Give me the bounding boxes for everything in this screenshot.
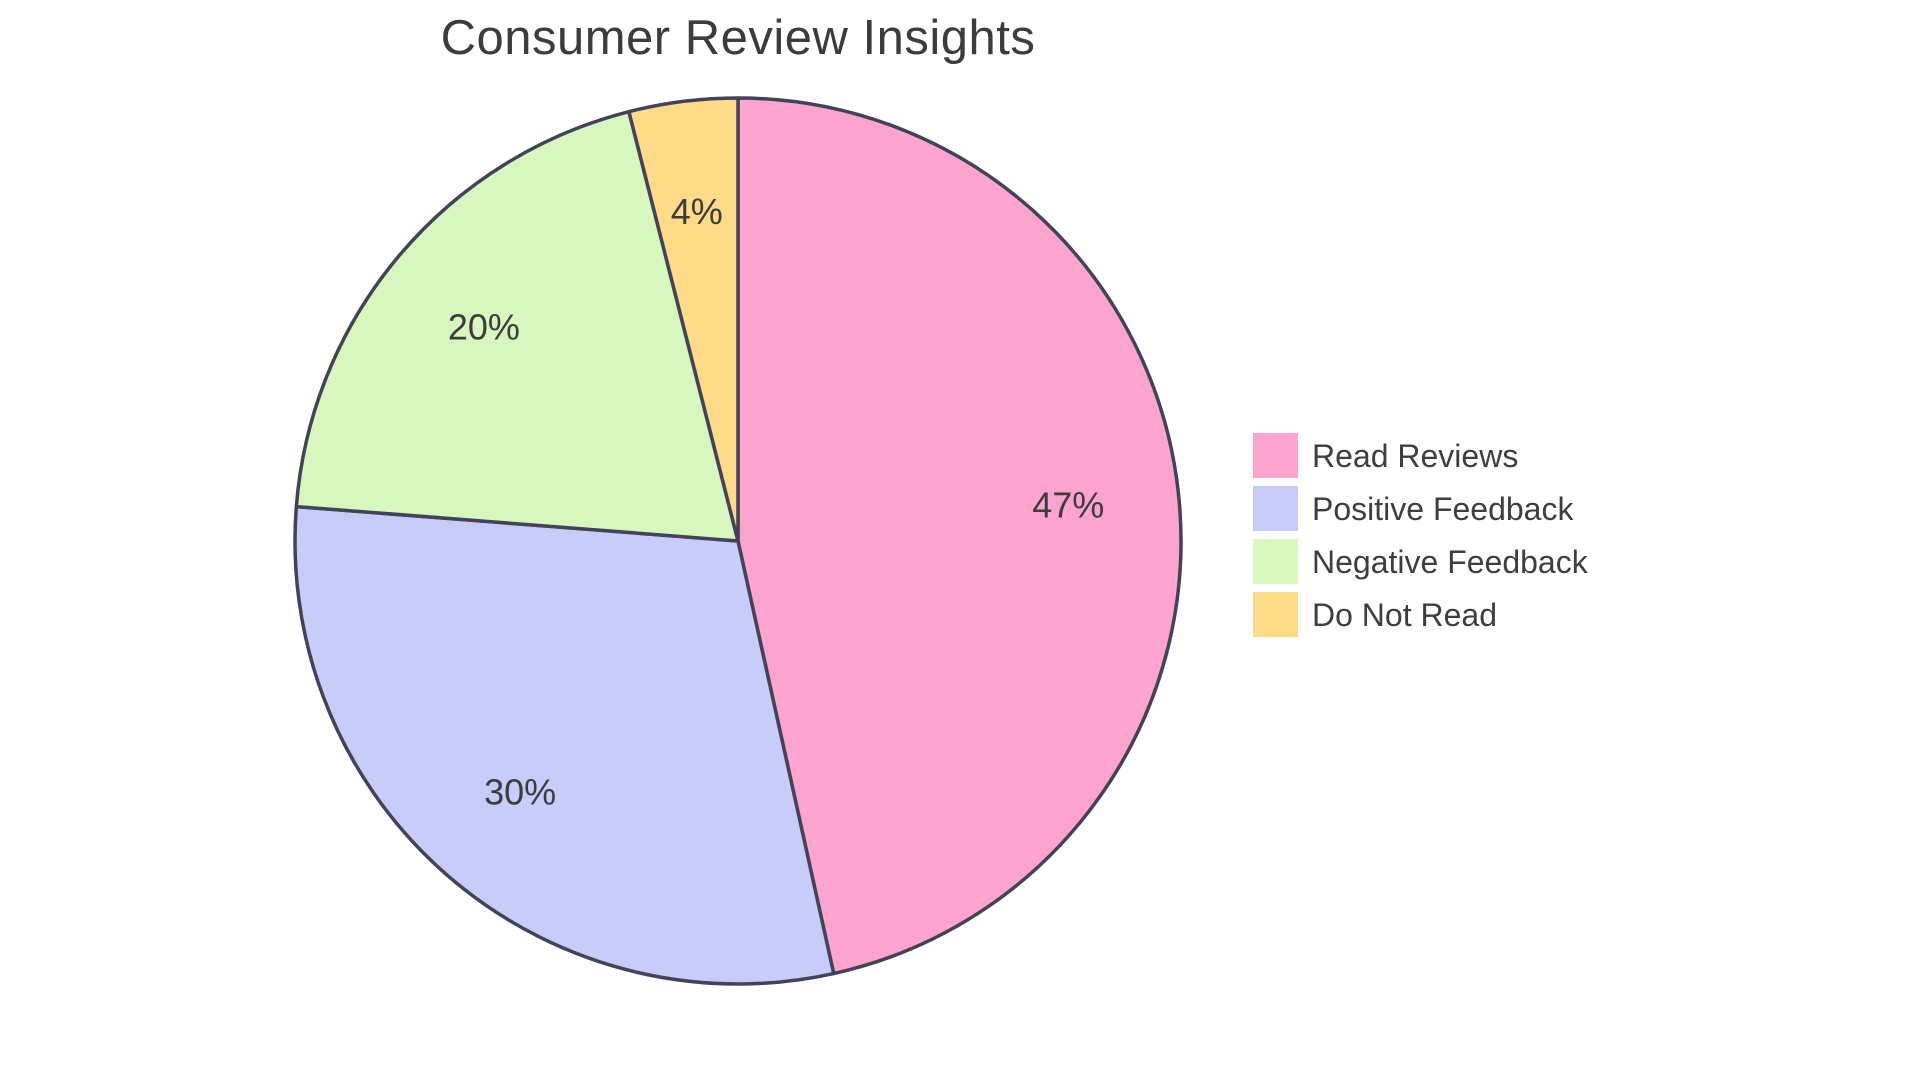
pie-slice-do-not-read[interactable] [627, 96, 740, 543]
legend: Read Reviews Positive Feedback Negative Fe… [1253, 433, 1588, 645]
slice-label-negative-feedback: 20% [448, 307, 520, 348]
legend-item-negative-feedback[interactable]: Negative Feedback [1253, 539, 1588, 584]
legend-item-do-not-read[interactable]: Do Not Read [1253, 592, 1588, 637]
legend-label-do-not-read: Do Not Read [1312, 596, 1497, 633]
legend-swatch-negative-feedback [1253, 539, 1298, 584]
legend-item-read-reviews[interactable]: Read Reviews [1253, 433, 1588, 478]
legend-label-negative-feedback: Negative Feedback [1312, 543, 1588, 580]
pie-slice-negative-feedback[interactable] [294, 109, 740, 543]
legend-label-read-reviews: Read Reviews [1312, 437, 1519, 474]
slice-label-read-reviews: 47% [1032, 485, 1104, 526]
pie-slice-positive-feedback[interactable] [293, 504, 836, 986]
slice-label-positive-feedback: 30% [484, 771, 556, 812]
chart-title: Consumer Review Insights [440, 11, 1036, 65]
legend-swatch-do-not-read [1253, 592, 1298, 637]
pie-slice-read-reviews[interactable] [736, 96, 1183, 976]
legend-swatch-positive-feedback [1253, 486, 1298, 531]
legend-swatch-read-reviews [1253, 433, 1298, 478]
legend-label-positive-feedback: Positive Feedback [1312, 490, 1574, 527]
slice-label-do-not-read: 4% [671, 191, 723, 232]
legend-item-positive-feedback[interactable]: Positive Feedback [1253, 486, 1588, 531]
